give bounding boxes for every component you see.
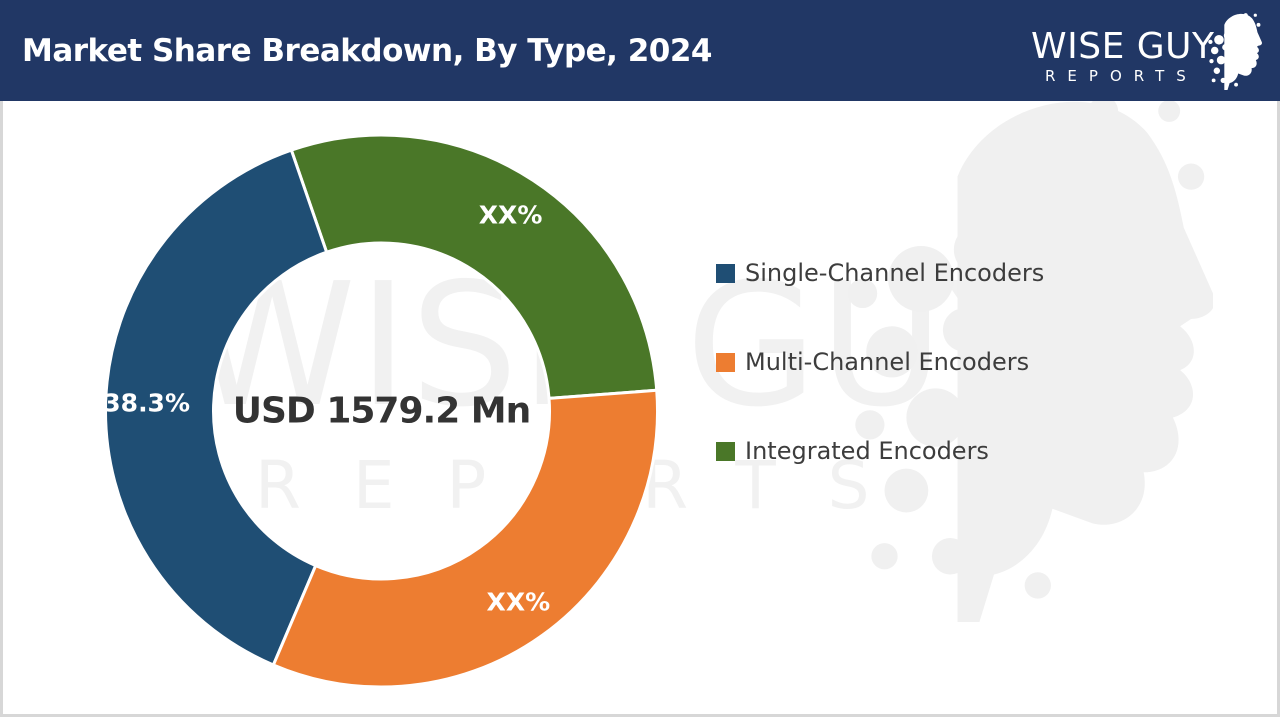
legend-item-single-channel-encoders: Single-Channel Encoders bbox=[716, 259, 1044, 287]
logo-text-line2: REPORTS bbox=[1045, 67, 1198, 85]
slice-label-multi-channel-encoders: XX% bbox=[486, 587, 551, 617]
wise-guy-logo: WISE GUY REPORTS bbox=[1031, 13, 1262, 90]
legend-label: Single-Channel Encoders bbox=[745, 259, 1045, 287]
legend-swatch bbox=[716, 352, 735, 372]
donut-center-value: USD 1579.2 Mn bbox=[232, 390, 531, 432]
donut-chart bbox=[104, 133, 659, 689]
header-bar: Market Share Breakdown, By Type, 2024 WI… bbox=[0, 0, 1280, 101]
legend-item-multi-channel-encoders: Multi-Channel Encoders bbox=[716, 348, 1044, 376]
legend-swatch bbox=[716, 441, 735, 461]
chart-area: WISE GUY REPORTS USD 1579.2 Mn Single-Ch… bbox=[0, 101, 1280, 717]
page-title: Market Share Breakdown, By Type, 2024 bbox=[22, 32, 713, 69]
legend-item-integrated-encoders: Integrated Encoders bbox=[716, 437, 1044, 465]
chart-legend: Single-Channel Encoders Multi-Channel Enc… bbox=[716, 259, 1044, 465]
legend-swatch bbox=[716, 263, 735, 283]
logo-text-line1: WISE GUY bbox=[1031, 26, 1215, 67]
legend-label: Multi-Channel Encoders bbox=[745, 348, 1030, 376]
logo-face-icon bbox=[1208, 13, 1262, 90]
donut-slice-single-channel-encoders bbox=[104, 148, 329, 667]
slice-label-integrated-encoders: XX% bbox=[478, 200, 543, 230]
legend-label: Integrated Encoders bbox=[745, 437, 989, 465]
slice-label-single-channel-encoders: 38.3% bbox=[103, 388, 191, 418]
donut-slice-multi-channel-encoders bbox=[271, 388, 659, 689]
donut-slice-integrated-encoders bbox=[289, 133, 659, 400]
